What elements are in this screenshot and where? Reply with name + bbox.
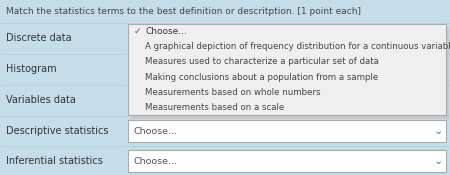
Text: Measures used to characterize a particular set of data: Measures used to characterize a particul… (145, 57, 379, 66)
Text: Measurements based on a scale: Measurements based on a scale (145, 103, 284, 112)
Text: Histogram: Histogram (6, 64, 57, 74)
Bar (128, 24, 446, 115)
Text: Choose...: Choose... (145, 27, 187, 36)
Text: ⌄: ⌄ (433, 126, 443, 136)
Text: Making conclusions about a population from a sample: Making conclusions about a population fr… (145, 73, 378, 82)
Text: Inferential statistics: Inferential statistics (6, 156, 103, 166)
Text: Descriptive statistics: Descriptive statistics (6, 126, 108, 136)
Bar (131, 28, 449, 119)
Text: ✓: ✓ (134, 27, 141, 36)
Text: Discrete data: Discrete data (6, 33, 72, 43)
Text: Choose...: Choose... (134, 156, 178, 166)
Text: ⌄: ⌄ (433, 156, 443, 166)
Text: Choose...: Choose... (134, 127, 178, 135)
Text: Variables data: Variables data (6, 95, 76, 105)
Text: Measurements based on whole numbers: Measurements based on whole numbers (145, 88, 320, 97)
Bar (128, 120, 446, 142)
Bar (128, 150, 446, 172)
Text: Match the statistics terms to the best definition or descritption. [1 point each: Match the statistics terms to the best d… (6, 7, 361, 16)
Text: A graphical depiction of frequency distribution for a continuous variable: A graphical depiction of frequency distr… (145, 42, 450, 51)
